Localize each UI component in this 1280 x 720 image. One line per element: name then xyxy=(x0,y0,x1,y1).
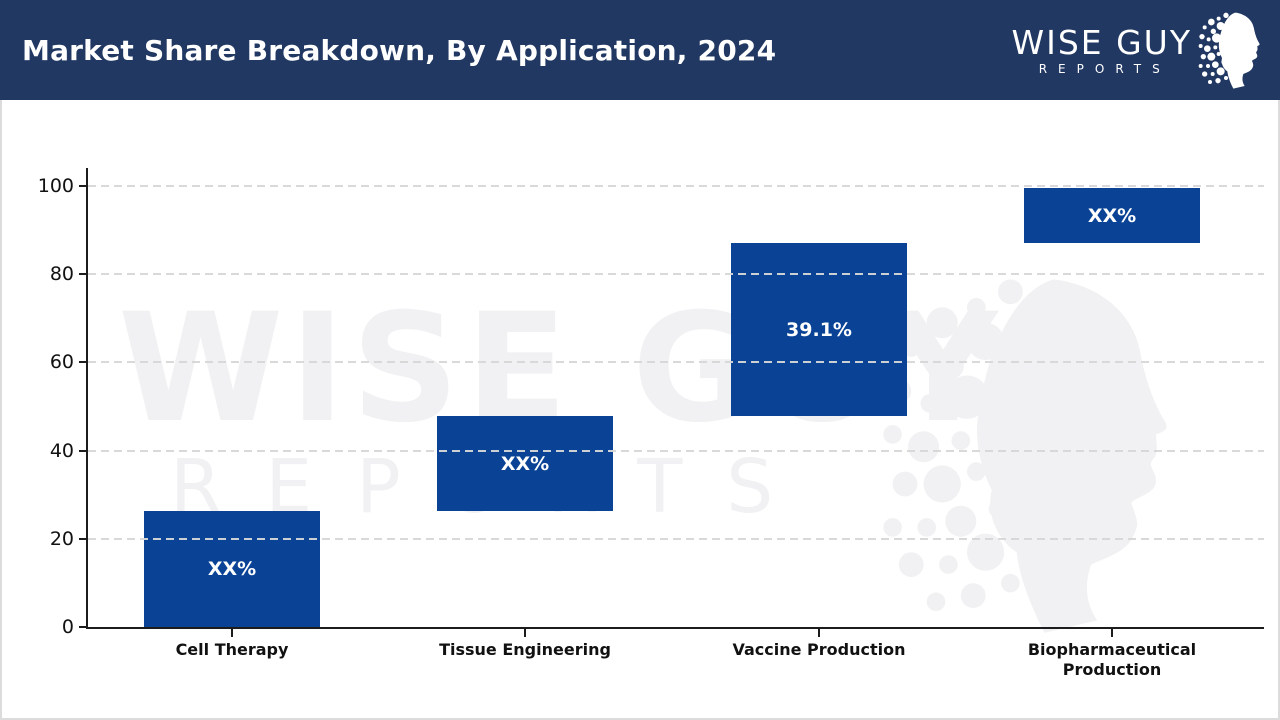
gridline xyxy=(88,537,1264,540)
y-tick-mark xyxy=(79,537,86,540)
y-tick-label: 20 xyxy=(49,527,74,550)
x-tick-mark xyxy=(524,629,526,637)
bar-segment xyxy=(437,416,613,512)
logo-sub-text: REPORTS xyxy=(1038,61,1171,76)
bar-value-label: 39.1% xyxy=(786,318,852,341)
x-tick-mark xyxy=(818,629,820,637)
gridline xyxy=(88,361,1264,364)
watermark-head-icon xyxy=(874,218,1184,688)
y-tick-label: 100 xyxy=(37,175,74,197)
y-axis-line xyxy=(86,168,88,629)
x-tick-mark xyxy=(1111,629,1113,637)
gridline xyxy=(88,449,1264,452)
y-tick-mark xyxy=(79,185,86,187)
wise-guy-logo: WISE GUY REPORTS xyxy=(1011,10,1266,90)
category-label: Vaccine Production xyxy=(732,640,906,659)
x-axis-line xyxy=(86,627,1264,629)
bar-value-label: XX% xyxy=(207,558,257,581)
bar-segment xyxy=(731,243,907,416)
bar-value-label: XX% xyxy=(1087,204,1137,227)
y-tick-label: 40 xyxy=(49,439,74,462)
y-tick-mark xyxy=(79,626,86,628)
bar-segment xyxy=(144,511,320,627)
y-tick-label: 60 xyxy=(49,351,74,374)
category-label: Cell Therapy xyxy=(175,640,289,659)
header-bar: Market Share Breakdown, By Application, … xyxy=(0,0,1280,100)
bar-value-label: XX% xyxy=(500,452,550,475)
y-tick-mark xyxy=(79,449,86,452)
y-tick-label: 0 xyxy=(61,616,74,638)
y-tick-mark xyxy=(79,273,86,276)
category-label: Tissue Engineering xyxy=(439,640,611,659)
bar-segment xyxy=(1024,187,1200,244)
y-tick-label: 80 xyxy=(49,263,74,286)
gridline xyxy=(88,185,1264,187)
gridline xyxy=(88,273,1264,276)
y-tick-mark xyxy=(79,361,86,364)
logo-head-icon xyxy=(1194,10,1266,90)
page-title: Market Share Breakdown, By Application, … xyxy=(22,33,777,67)
x-tick-mark xyxy=(231,629,233,637)
logo-text: WISE GUY REPORTS xyxy=(1011,26,1192,75)
logo-brand-text: WISE GUY xyxy=(1011,22,1192,62)
category-label: Biopharmaceutical Production xyxy=(1027,640,1197,679)
